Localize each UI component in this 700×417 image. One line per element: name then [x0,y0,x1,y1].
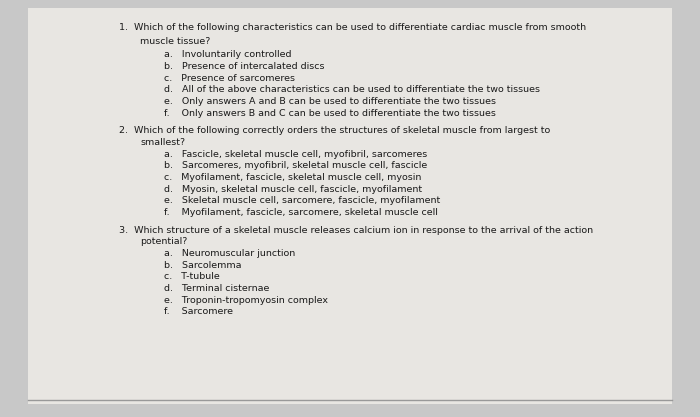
Text: d.   Terminal cisternae: d. Terminal cisternae [164,284,270,293]
Text: f.    Myofilament, fascicle, sarcomere, skeletal muscle cell: f. Myofilament, fascicle, sarcomere, ske… [164,208,438,217]
Text: potential?: potential? [140,237,188,246]
Text: c.   Myofilament, fascicle, skeletal muscle cell, myosin: c. Myofilament, fascicle, skeletal muscl… [164,173,422,182]
Text: b.   Presence of intercalated discs: b. Presence of intercalated discs [164,62,325,71]
Text: a.   Fascicle, skeletal muscle cell, myofibril, sarcomeres: a. Fascicle, skeletal muscle cell, myofi… [164,150,428,159]
Text: 1.  Which of the following characteristics can be used to differentiate cardiac : 1. Which of the following characteristic… [119,23,586,32]
Text: muscle tissue?: muscle tissue? [140,37,211,46]
Text: smallest?: smallest? [140,138,185,147]
Text: a.   Neuromuscular junction: a. Neuromuscular junction [164,249,295,258]
Text: c.   Presence of sarcomeres: c. Presence of sarcomeres [164,74,295,83]
Text: e.   Troponin-tropomyosin complex: e. Troponin-tropomyosin complex [164,296,328,305]
Text: e.   Only answers A and B can be used to differentiate the two tissues: e. Only answers A and B can be used to d… [164,97,496,106]
Text: e.   Skeletal muscle cell, sarcomere, fascicle, myofilament: e. Skeletal muscle cell, sarcomere, fasc… [164,196,441,206]
Text: 2.  Which of the following correctly orders the structures of skeletal muscle fr: 2. Which of the following correctly orde… [119,126,550,136]
Text: d.   Myosin, skeletal muscle cell, fascicle, myofilament: d. Myosin, skeletal muscle cell, fascicl… [164,185,423,194]
Text: b.   Sarcomeres, myofibril, skeletal muscle cell, fascicle: b. Sarcomeres, myofibril, skeletal muscl… [164,161,428,171]
Text: 3.  Which structure of a skeletal muscle releases calcium ion in response to the: 3. Which structure of a skeletal muscle … [119,226,593,235]
Text: c.   T-tubule: c. T-tubule [164,272,220,281]
Text: b.   Sarcolemma: b. Sarcolemma [164,261,242,270]
Text: d.   All of the above characteristics can be used to differentiate the two tissu: d. All of the above characteristics can … [164,85,540,95]
FancyBboxPatch shape [28,8,672,404]
Text: f.    Only answers B and C can be used to differentiate the two tissues: f. Only answers B and C can be used to d… [164,109,496,118]
Text: a.   Involuntarily controlled: a. Involuntarily controlled [164,50,292,60]
Text: f.    Sarcomere: f. Sarcomere [164,307,234,317]
